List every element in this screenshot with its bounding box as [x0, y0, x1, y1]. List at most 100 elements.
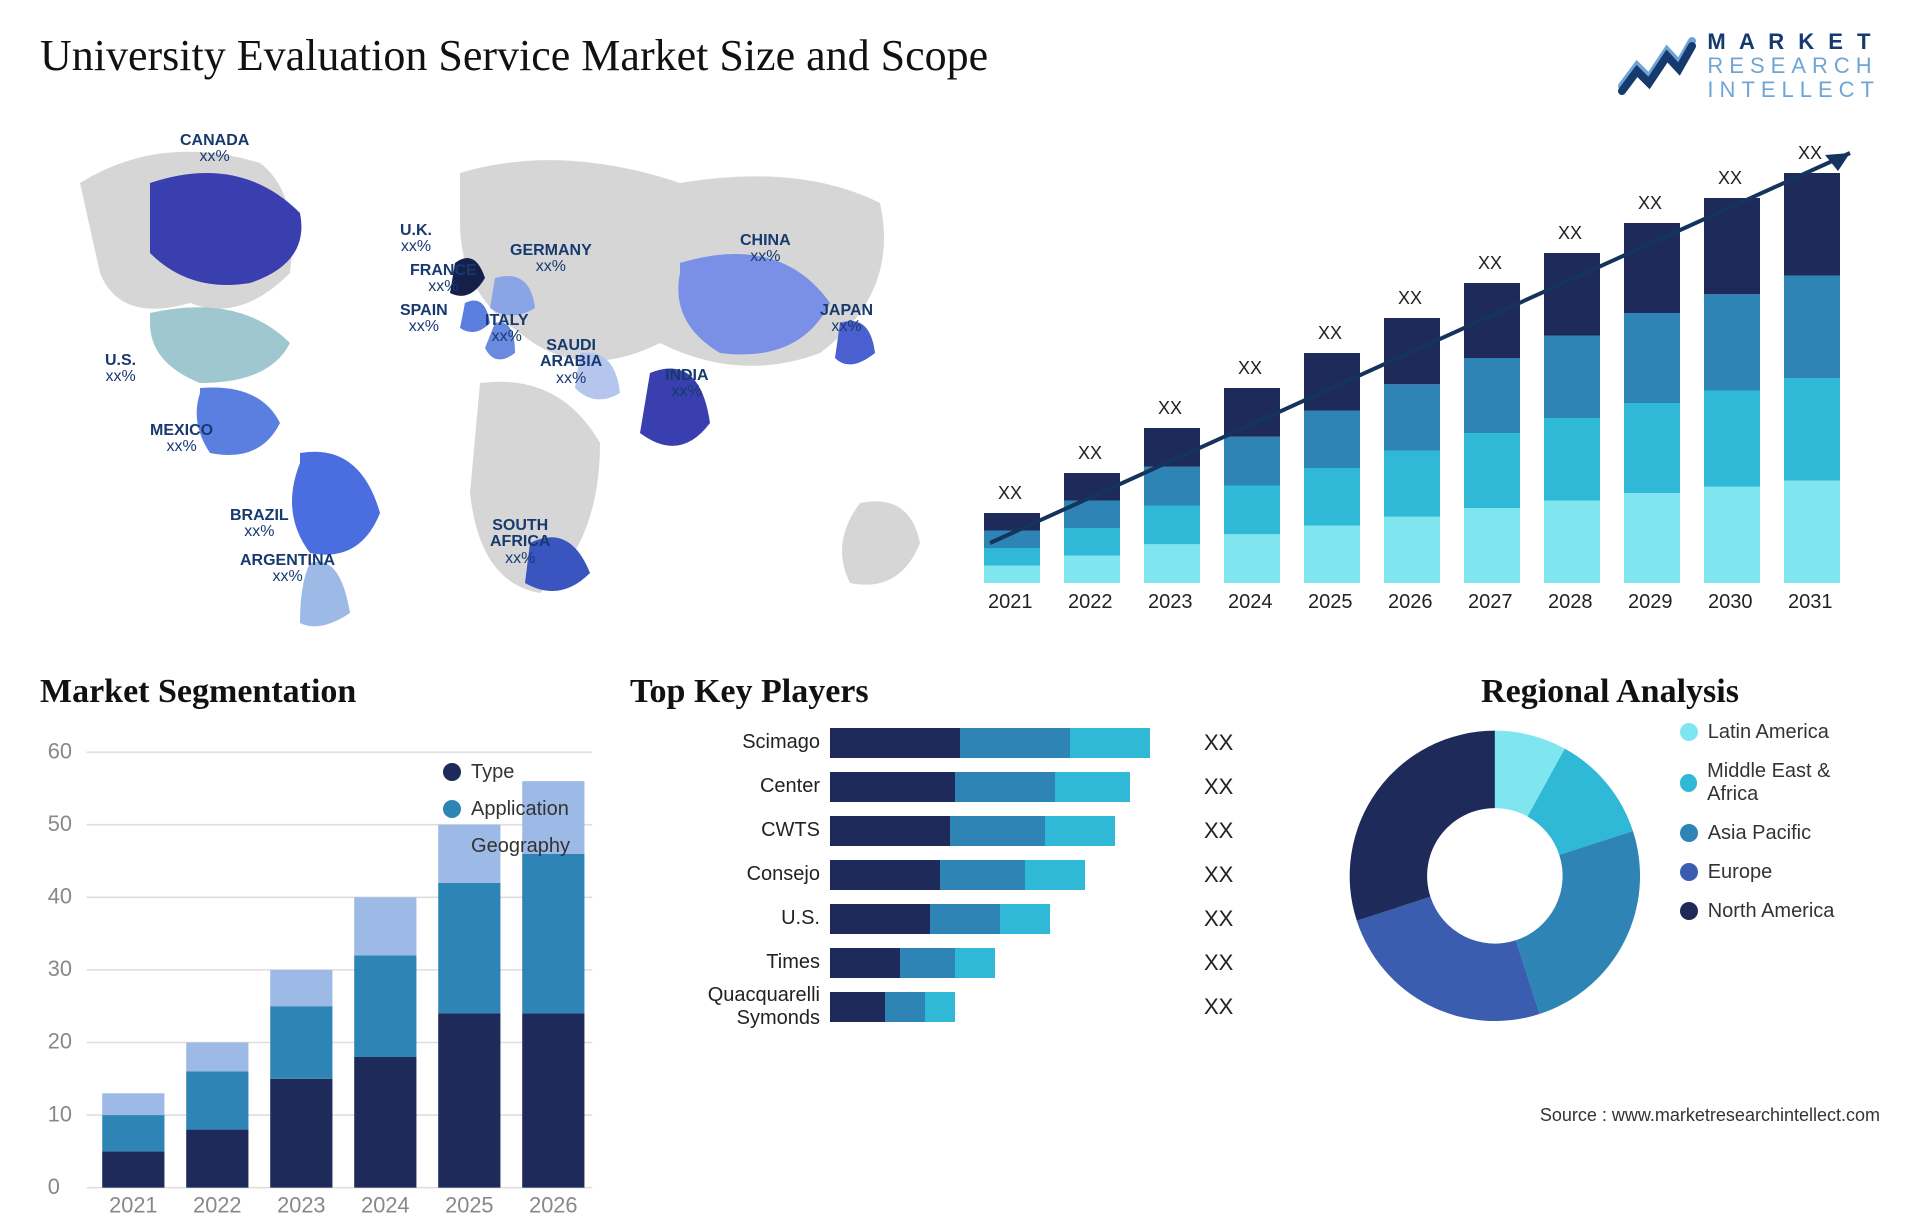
- source-label: Source : www.marketresearchintellect.com: [1540, 1105, 1880, 1126]
- key-player-row: Quacquarelli Symonds XX: [630, 985, 1310, 1029]
- regional-legend-item: North America: [1680, 900, 1880, 923]
- donut-slice: [1357, 896, 1540, 1020]
- segmentation-title: Market Segmentation: [40, 673, 600, 711]
- seg-legend-item: Application: [443, 798, 570, 821]
- key-player-name: Consejo: [630, 863, 830, 886]
- market-bar-year: 2030: [1708, 591, 1753, 614]
- key-player-bar-seg: [830, 860, 940, 890]
- svg-text:10: 10: [48, 1101, 72, 1126]
- seg-bar-seg: [186, 1071, 248, 1129]
- market-bar-seg: [1144, 466, 1200, 505]
- key-player-bar: [830, 904, 1190, 934]
- market-bar-seg: [1624, 223, 1680, 313]
- market-size-bar-chart: XX2021XX2022XX2023XX2024XX2025XX2026XX20…: [960, 123, 1880, 643]
- logo-line3: INTELLECT: [1707, 78, 1880, 102]
- seg-bar-seg: [102, 1151, 164, 1187]
- seg-bar-seg: [354, 897, 416, 955]
- key-player-value: XX: [1204, 862, 1233, 888]
- market-bar-value: XX: [1238, 358, 1262, 379]
- market-bar-value: XX: [1478, 253, 1502, 274]
- market-bar-seg: [1304, 410, 1360, 468]
- key-player-name: CWTS: [630, 819, 830, 842]
- key-player-value: XX: [1204, 730, 1233, 756]
- market-bar-seg: [1224, 485, 1280, 534]
- seg-bar-seg: [270, 969, 332, 1005]
- market-bar-seg: [1144, 505, 1200, 544]
- header: University Evaluation Service Market Siz…: [40, 30, 1880, 103]
- market-bar-seg: [1784, 173, 1840, 276]
- segmentation-legend: TypeApplicationGeography: [443, 761, 570, 872]
- seg-bar-seg: [522, 853, 584, 1013]
- svg-text:2024: 2024: [361, 1192, 409, 1217]
- market-bar-seg: [1144, 544, 1200, 583]
- map-label-u-s-: U.S.xx%: [105, 353, 136, 387]
- seg-bar-seg: [522, 1013, 584, 1187]
- seg-bar-seg: [438, 1013, 500, 1187]
- market-bar-year: 2022: [1068, 591, 1113, 614]
- market-bar-seg: [1464, 283, 1520, 358]
- logo-line1: M A R K E T: [1707, 30, 1880, 54]
- market-bar-year: 2027: [1468, 591, 1513, 614]
- market-bar-year: 2028: [1548, 591, 1593, 614]
- market-bar-year: 2021: [988, 591, 1033, 614]
- market-bar-year: 2031: [1788, 591, 1833, 614]
- key-player-bar-seg: [830, 992, 885, 1022]
- market-bar-seg: [1064, 555, 1120, 583]
- market-bar-seg: [1304, 353, 1360, 411]
- regional-legend-item: Middle East & Africa: [1680, 760, 1880, 806]
- map-label-china: CHINAxx%: [740, 233, 791, 267]
- market-bar-seg: [1544, 335, 1600, 418]
- key-player-bar: [830, 728, 1190, 758]
- key-player-bar-seg: [830, 816, 950, 846]
- key-player-bar: [830, 772, 1190, 802]
- key-player-bar-seg: [900, 948, 955, 978]
- market-bar-value: XX: [1638, 193, 1662, 214]
- market-bar-value: XX: [1158, 398, 1182, 419]
- seg-bar-seg: [438, 882, 500, 1013]
- market-bar-seg: [1304, 468, 1360, 526]
- key-player-value: XX: [1204, 950, 1233, 976]
- market-bar-seg: [1784, 378, 1840, 481]
- market-bar-seg: [984, 548, 1040, 566]
- map-label-south-africa: SOUTHAFRICAxx%: [490, 518, 550, 568]
- key-player-row: TimesXX: [630, 941, 1310, 985]
- seg-bar-seg: [270, 1006, 332, 1079]
- market-bar-seg: [1544, 253, 1600, 336]
- donut-slice: [1516, 831, 1640, 1014]
- market-bar-seg: [1384, 384, 1440, 450]
- key-player-bar-seg: [960, 728, 1070, 758]
- market-bar-value: XX: [1798, 143, 1822, 164]
- market-bar-seg: [1304, 525, 1360, 583]
- market-bar-seg: [1624, 493, 1680, 583]
- map-label-mexico: MEXICOxx%: [150, 423, 213, 457]
- market-bar-seg: [1704, 294, 1760, 390]
- seg-bar-seg: [354, 955, 416, 1057]
- world-map-panel: CANADAxx%U.S.xx%MEXICOxx%BRAZILxx%ARGENT…: [40, 123, 930, 643]
- seg-bar-seg: [186, 1129, 248, 1187]
- market-bar-seg: [984, 565, 1040, 583]
- key-player-name: Scimago: [630, 731, 830, 754]
- key-player-value: XX: [1204, 906, 1233, 932]
- svg-text:2026: 2026: [529, 1192, 577, 1217]
- map-label-italy: ITALYxx%: [485, 313, 529, 347]
- svg-text:30: 30: [48, 956, 72, 981]
- market-bar-seg: [1384, 516, 1440, 582]
- key-players-panel: Top Key Players ScimagoXXCenterXXCWTSXXC…: [630, 673, 1310, 1081]
- seg-legend-item: Geography: [443, 835, 570, 858]
- map-label-argentina: ARGENTINAxx%: [240, 553, 335, 587]
- key-player-bar-seg: [1000, 904, 1050, 934]
- seg-bar-seg: [270, 1078, 332, 1187]
- seg-bar-seg: [102, 1115, 164, 1151]
- brand-logo: M A R K E T RESEARCH INTELLECT: [1617, 30, 1880, 103]
- market-bar-seg: [1704, 390, 1760, 486]
- key-player-bar-seg: [925, 992, 955, 1022]
- svg-text:2022: 2022: [193, 1192, 241, 1217]
- regional-panel: Regional Analysis Latin AmericaMiddle Ea…: [1340, 673, 1880, 1081]
- key-player-bar: [830, 816, 1190, 846]
- map-label-japan: JAPANxx%: [820, 303, 873, 337]
- svg-text:0: 0: [48, 1173, 60, 1198]
- key-player-name: Quacquarelli Symonds: [630, 984, 830, 1030]
- key-player-bar-seg: [885, 992, 925, 1022]
- key-player-value: XX: [1204, 994, 1233, 1020]
- key-player-bar-seg: [955, 772, 1055, 802]
